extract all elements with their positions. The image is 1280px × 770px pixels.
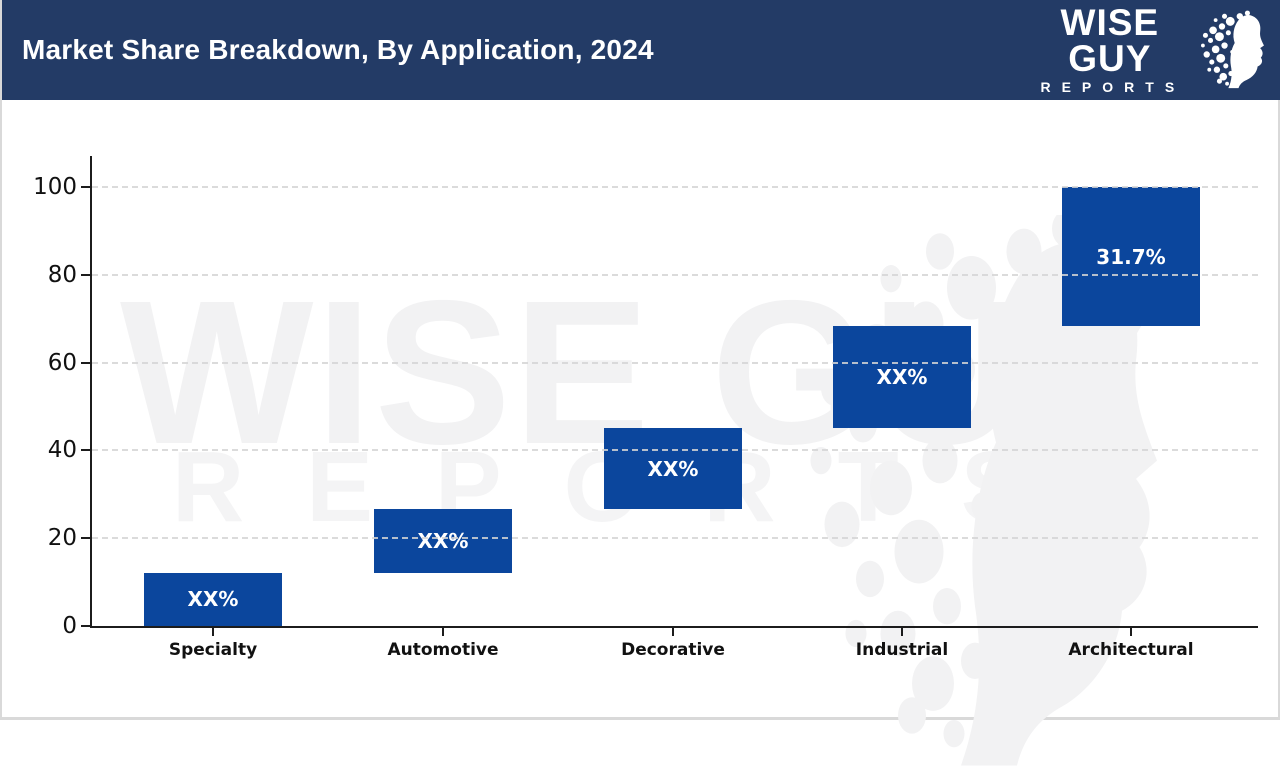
x-axis-label-automotive: Automotive xyxy=(387,640,499,660)
bar-decorative: XX% xyxy=(604,428,742,510)
x-axis-label-industrial: Industrial xyxy=(855,640,949,660)
bar-value-label: XX% xyxy=(417,529,469,554)
y-axis-tick-label: 40 xyxy=(47,437,77,464)
bar-specialty: XX% xyxy=(144,572,282,626)
brand-logo-text: WISE GUY REPORTS xyxy=(1020,2,1200,95)
gridline xyxy=(92,186,1258,188)
bar-automotive: XX% xyxy=(374,509,512,573)
x-axis-tick xyxy=(1130,628,1132,636)
brand-tagline: REPORTS xyxy=(1040,79,1186,95)
brand-name: WISE GUY xyxy=(1060,2,1160,79)
x-axis-tick xyxy=(901,628,903,636)
brand-logo: WISE GUY REPORTS xyxy=(1020,2,1270,95)
header-background xyxy=(2,0,1280,100)
bar-value-label: 31.7% xyxy=(1096,244,1166,269)
y-axis-tick xyxy=(81,449,90,452)
x-axis-tick xyxy=(212,628,214,636)
x-axis-tick xyxy=(672,628,674,636)
y-axis-tick-label: 80 xyxy=(47,261,77,288)
x-axis-label-specialty: Specialty xyxy=(168,640,258,660)
y-axis-tick-label: 20 xyxy=(47,525,77,552)
bar-value-label: XX% xyxy=(876,365,928,390)
y-axis-tick xyxy=(81,361,90,364)
gridline xyxy=(92,449,1258,452)
y-axis-tick xyxy=(81,537,90,540)
gridline xyxy=(92,537,1258,540)
y-axis-tick xyxy=(81,186,90,188)
header-bar: Market Share Breakdown, By Application, … xyxy=(2,0,1280,100)
bar-value-label: XX% xyxy=(187,587,239,612)
y-axis-tick-label: 0 xyxy=(62,613,77,639)
y-axis-line xyxy=(90,156,92,628)
bar-architectural: 31.7% xyxy=(1062,187,1200,327)
bar-industrial: XX% xyxy=(833,326,971,429)
bar-value-label: XX% xyxy=(647,456,699,481)
x-axis-label-architectural: Architectural xyxy=(1068,640,1194,660)
y-axis-tick-label: 60 xyxy=(47,349,77,376)
chart-title: Market Share Breakdown, By Application, … xyxy=(22,34,654,65)
x-axis-label-decorative: Decorative xyxy=(621,640,725,660)
y-axis-tick xyxy=(81,273,90,276)
x-axis-line xyxy=(90,626,1258,628)
brand-face-icon xyxy=(1200,10,1264,89)
x-axis-tick xyxy=(442,628,444,636)
plot-area: 0 20 40 60 80 100 XX% Specialty XX% Automotive XX%… xyxy=(2,0,1278,717)
gridline xyxy=(92,273,1258,276)
gridline xyxy=(92,361,1258,364)
y-axis-tick-label: 100 xyxy=(33,174,77,200)
y-axis-tick xyxy=(81,625,90,627)
